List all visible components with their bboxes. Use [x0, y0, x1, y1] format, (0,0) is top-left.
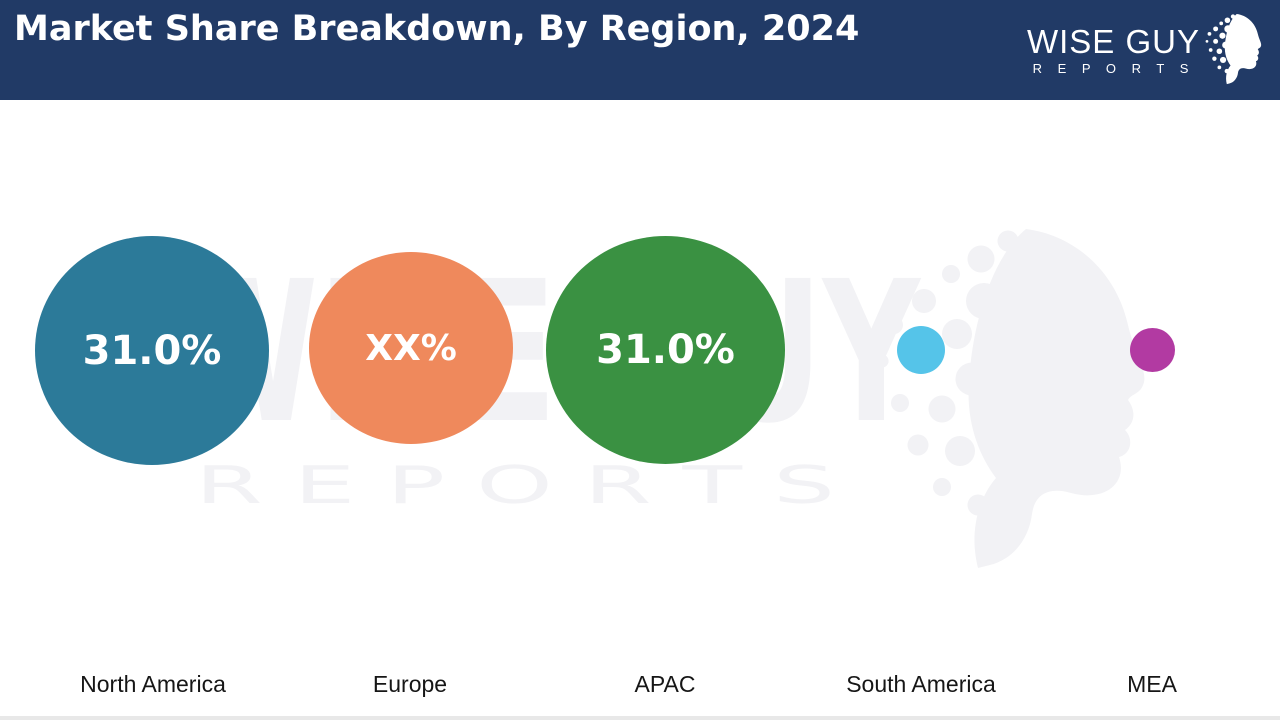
bubble-value-europe: XX%	[365, 327, 457, 369]
bubble-value-apac: 31.0%	[596, 327, 735, 373]
brand-logo: WISE GUY R E P O R T S	[1027, 12, 1264, 88]
label-south-america: South America	[846, 671, 996, 697]
brand-subtitle: R E P O R T S	[1032, 60, 1195, 76]
watermark-reports-text: R E P O R T S	[195, 456, 835, 516]
wise-guy-head-icon	[1205, 14, 1262, 85]
watermark-head-icon	[875, 229, 1145, 568]
brand-logo-text: WISE GUY R E P O R T S	[1027, 25, 1200, 76]
bubble-mea	[1130, 328, 1175, 372]
label-europe: Europe	[372, 671, 448, 697]
bubble-apac: 31.0%	[546, 236, 785, 464]
page-title: Market Share Breakdown, By Region, 2024	[14, 9, 860, 49]
brand-name: WISE GUY	[1026, 22, 1200, 60]
label-north-america: North America	[80, 671, 226, 697]
label-mea: MEA	[1127, 671, 1177, 697]
label-apac: APAC	[634, 671, 696, 697]
header: Market Share Breakdown, By Region, 2024 …	[0, 0, 1280, 100]
bottom-divider	[0, 716, 1280, 720]
bubble-north-america: 31.0%	[35, 236, 269, 465]
bubble-value-north-america: 31.0%	[82, 327, 222, 374]
bubble-south-america	[897, 326, 945, 374]
bubble-europe: XX%	[309, 252, 513, 444]
